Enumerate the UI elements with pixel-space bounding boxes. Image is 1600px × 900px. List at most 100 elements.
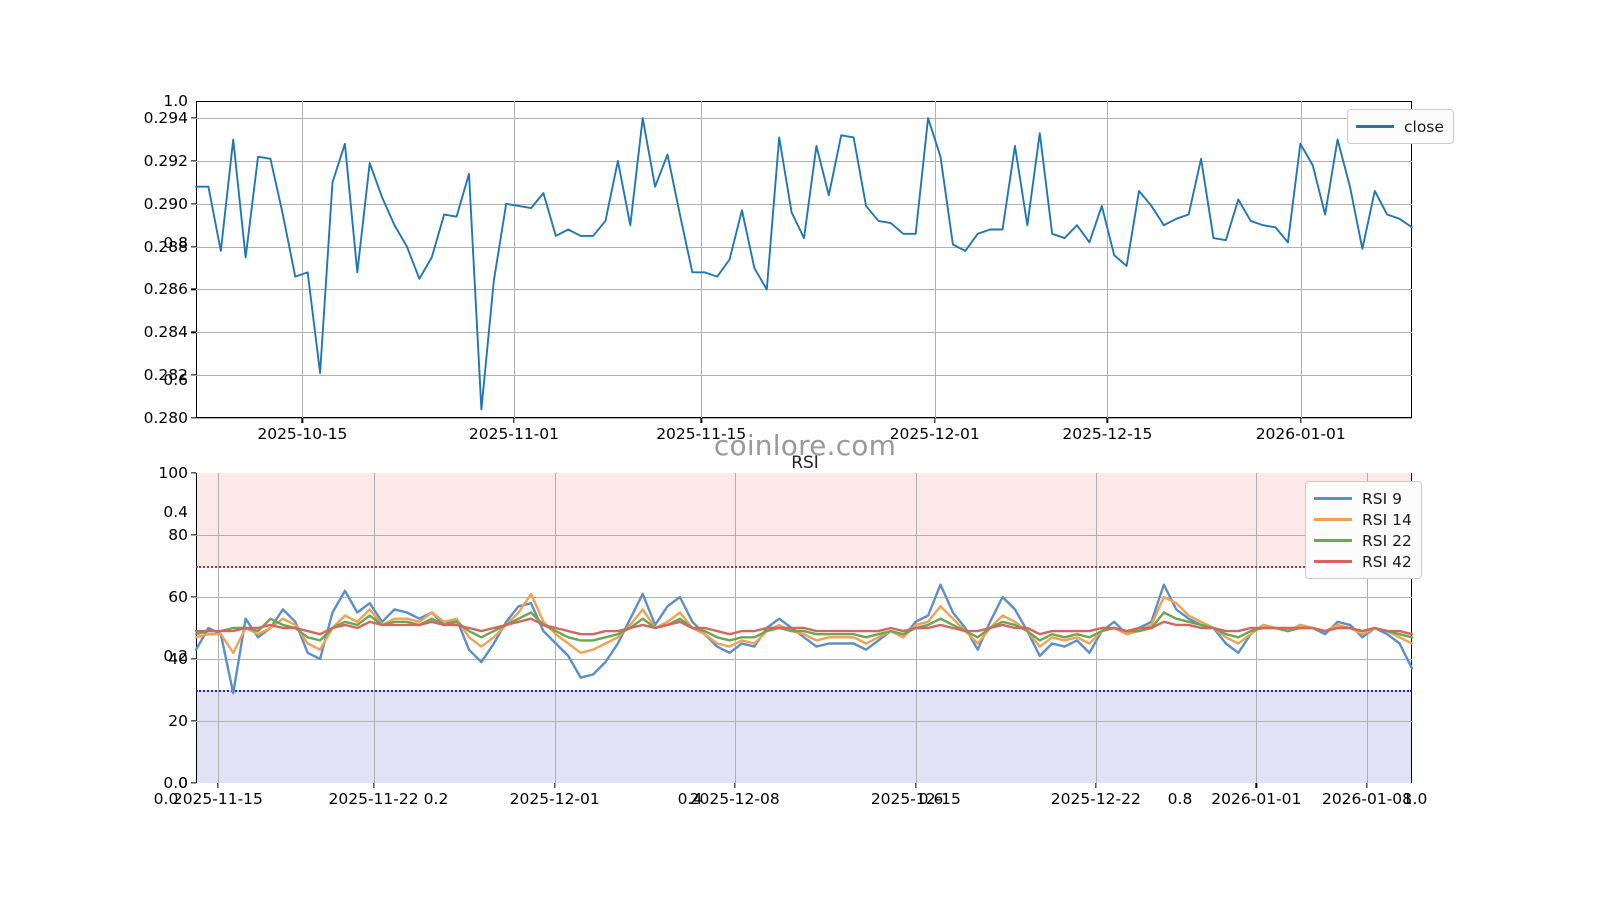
legend-line-swatch xyxy=(1314,539,1352,542)
rsi-chart-title: RSI xyxy=(791,453,819,473)
price-gridline-v xyxy=(513,101,515,418)
price-y-tick-mark xyxy=(191,245,196,248)
price-y-tick-mark xyxy=(191,374,196,376)
rsi-x-tick-label: 2025-11-22 xyxy=(328,790,419,808)
price-gridline-v xyxy=(302,101,304,418)
legend-line-swatch xyxy=(1314,560,1352,563)
watermark-coinlore: coinlore.com xyxy=(713,429,897,462)
legend-line-swatch xyxy=(1314,518,1352,521)
price-y-tick-mark xyxy=(191,117,196,119)
rsi-x-tick-overlay-label: 0.8 xyxy=(1167,790,1193,808)
price-x-tick-mark xyxy=(700,418,702,423)
rsi-y-tick-label: 100 xyxy=(158,464,188,482)
rsi-overbought-line xyxy=(196,566,1412,568)
price-x-tick-label: 2025-12-01 xyxy=(889,425,980,443)
rsi-x-tick-label: 2026-01-01 xyxy=(1211,790,1302,808)
price-gridline-v xyxy=(1300,101,1302,418)
price-chart-panel: 0.280 0.282 0.284 0.286 0.288 0.290 0.292 0.294… xyxy=(143,92,1454,443)
legend-label: RSI 9 xyxy=(1362,489,1402,508)
legend-item-rsi-42[interactable]: RSI 42 xyxy=(1314,551,1412,572)
price-gridline-v xyxy=(1107,101,1109,418)
price-gridline-h xyxy=(196,375,1412,377)
rsi-overbought-band xyxy=(197,473,1411,566)
rsi-y-tick-label: 40 xyxy=(168,650,188,668)
rsi-oversold-band xyxy=(197,690,1411,783)
rsi-gridline-h xyxy=(196,721,1412,722)
legend-item-rsi-22[interactable]: RSI 22 xyxy=(1314,530,1412,551)
rsi-gridline-h xyxy=(196,535,1412,536)
rsi-y-tick-label: 0 xyxy=(178,774,188,792)
rsi-x-tick-label: 2025-12-08 xyxy=(689,790,780,808)
price-gridline-h xyxy=(196,118,1412,120)
rsi-y-tick-overlay-label: 0.2 xyxy=(163,647,188,665)
rsi-gridline-v xyxy=(217,473,219,783)
rsi-x-tick-label: 2026-01-08 xyxy=(1321,790,1413,808)
rsi-x-tick-mark xyxy=(1255,783,1257,788)
rsi-x-tick-overlay-label: 0.2 xyxy=(423,790,449,808)
price-y-tick-label: 0.282 xyxy=(143,366,188,385)
price-gridline-v xyxy=(934,101,936,418)
rsi-y-tick-label: 60 xyxy=(168,588,188,606)
rsi-gridline-v xyxy=(373,473,375,783)
price-legend[interactable]: close xyxy=(1347,109,1454,144)
rsi-x-tick-label: 2025-11-15 xyxy=(172,790,263,808)
price-y-tick-label: 0.290 xyxy=(143,194,188,213)
rsi-x-tick-mark xyxy=(372,783,375,788)
price-x-tick-label: 2025-11-01 xyxy=(468,425,560,443)
rsi-legend[interactable]: RSI 9 RSI 14 RSI 22 RSI 42 xyxy=(1305,481,1422,579)
price-gridline-h xyxy=(196,418,1412,419)
price-y-tick-label: 0.286 xyxy=(143,280,188,299)
price-y-tick-mark xyxy=(191,331,196,333)
price-y-tick-label: 0.280 xyxy=(143,409,188,427)
price-y-tick-label: 0.288 xyxy=(143,237,188,256)
price-y-tick-mark xyxy=(191,203,196,205)
price-y-tick-overlay-label: 1.0 xyxy=(163,92,188,110)
price-x-tick-label: 2025-11-15 xyxy=(656,425,747,443)
price-gridline-h xyxy=(196,332,1412,334)
rsi-x-tick-mark xyxy=(554,783,556,788)
legend-label: RSI 22 xyxy=(1362,531,1412,550)
price-y-tick-label: 0.292 xyxy=(143,151,188,170)
legend-line-swatch xyxy=(1314,497,1352,500)
rsi-y-tick-overlay-label: 0.0 xyxy=(163,774,188,792)
price-x-tick-mark xyxy=(934,418,936,423)
rsi-x-tick-overlay-label: 0.6 xyxy=(918,790,944,808)
price-x-tick-mark xyxy=(1300,418,1302,423)
price-x-tick-label: 2026-01-01 xyxy=(1255,425,1346,443)
rsi-y-tick-mark xyxy=(191,596,196,598)
legend-label: RSI 14 xyxy=(1362,510,1412,529)
price-x-tick-label: 2025-10-15 xyxy=(257,425,348,443)
rsi-gridline-h xyxy=(196,597,1412,598)
price-line-series xyxy=(195,117,1413,411)
price-gridline-h xyxy=(196,246,1412,248)
legend-item-rsi-14[interactable]: RSI 14 xyxy=(1314,509,1412,530)
price-y-tick-overlay-label: 0.6 xyxy=(163,371,188,389)
rsi-gridline-v xyxy=(734,473,736,783)
rsi-y-tick-label: 80 xyxy=(168,526,188,544)
price-y-tick-label: 0.294 xyxy=(143,109,188,128)
price-y-tick-label: 0.284 xyxy=(143,323,188,342)
legend-line-swatch xyxy=(1356,125,1394,128)
rsi-y-tick-label: 20 xyxy=(168,712,188,730)
rsi-y-tick-mark xyxy=(191,782,196,784)
rsi-gridline-v xyxy=(1367,473,1368,783)
rsi-gridline-h xyxy=(196,659,1412,660)
rsi-x-tick-mark xyxy=(1095,783,1097,788)
price-gridline-v xyxy=(701,101,703,418)
price-y-tick-mark xyxy=(191,417,196,419)
rsi-x-tick-mark xyxy=(1366,783,1368,788)
rsi-y-tick-overlay-label: 0.4 xyxy=(163,503,188,521)
rsi-y-tick-mark xyxy=(191,720,196,722)
price-y-tick-mark xyxy=(191,160,196,162)
rsi-x-tick-overlay-label: 1.0 xyxy=(1402,790,1428,808)
price-x-tick-mark xyxy=(301,418,304,423)
legend-item-close[interactable]: close xyxy=(1356,116,1444,137)
price-gridline-h xyxy=(196,203,1412,205)
price-x-tick-label: 2025-12-15 xyxy=(1062,425,1153,443)
rsi-x-tick-mark xyxy=(217,783,219,788)
legend-item-rsi-9[interactable]: RSI 9 xyxy=(1314,488,1412,509)
price-gridline-h xyxy=(196,289,1412,291)
price-x-tick-mark xyxy=(1106,418,1109,423)
